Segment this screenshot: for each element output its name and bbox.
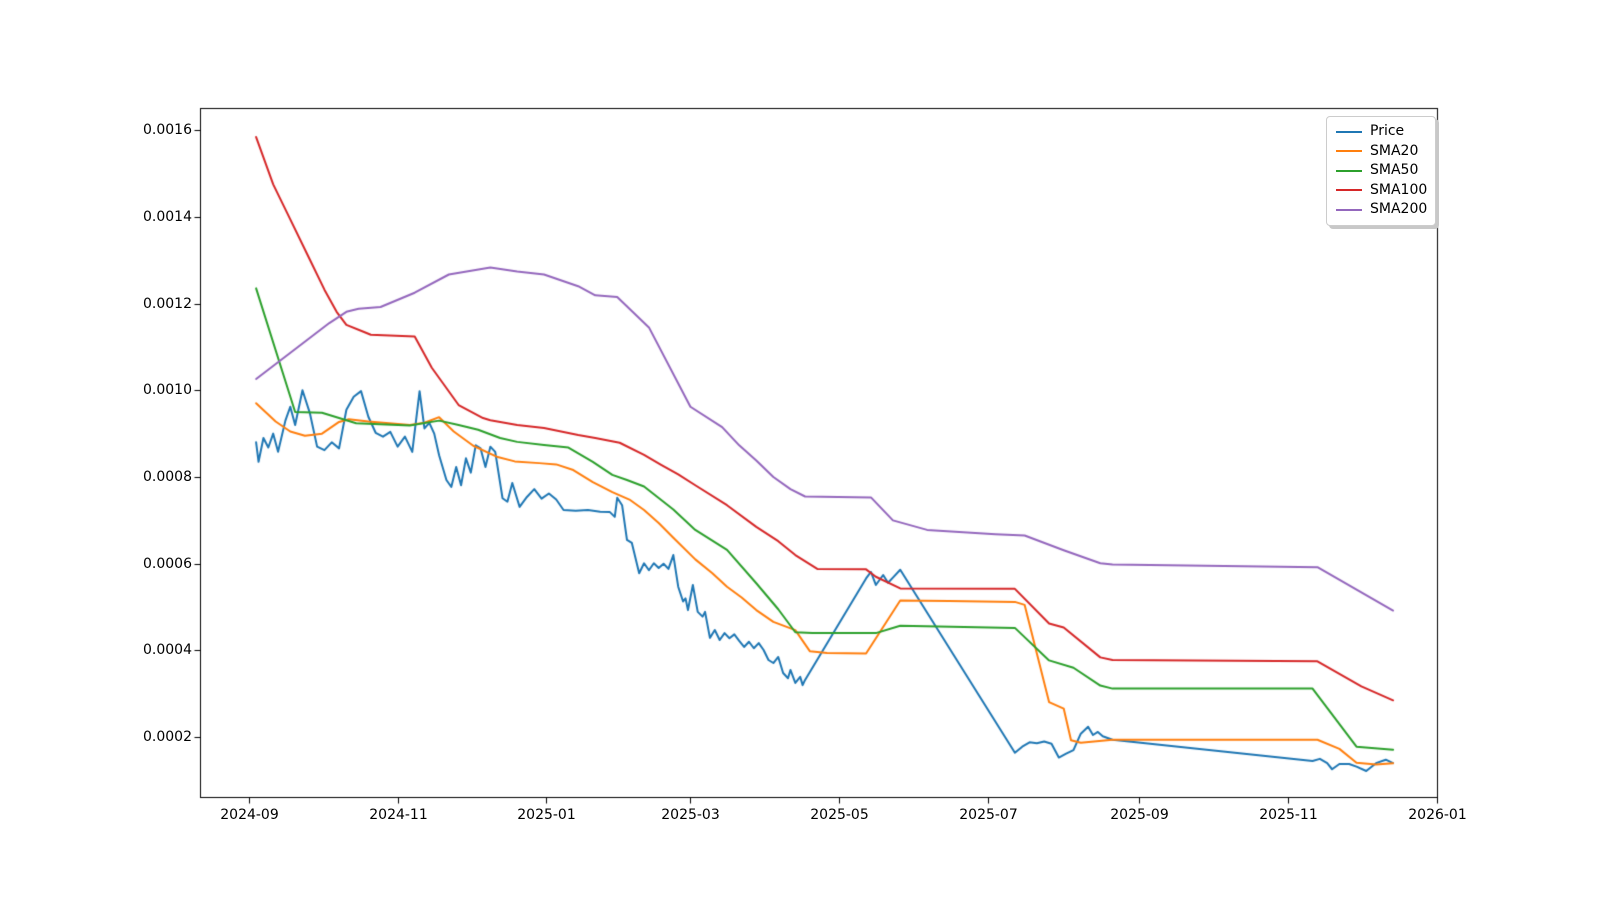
y-tick-label: 0.0002 (143, 728, 192, 745)
legend-label: SMA100 (1370, 181, 1428, 198)
legend-label: SMA20 (1370, 142, 1419, 159)
x-tick-label: 2025-01 (517, 807, 576, 823)
legend-label: SMA50 (1370, 162, 1419, 179)
x-tick-label: 2024-11 (369, 807, 428, 823)
x-tick-label: 2024-09 (220, 807, 279, 823)
y-tick-label: 0.0014 (143, 208, 192, 225)
x-tick-label: 2025-03 (661, 807, 720, 823)
legend-item-sma20: SMA20 (1336, 142, 1426, 162)
y-tick-label: 0.0008 (143, 468, 192, 485)
y-tick-label: 0.0016 (143, 121, 192, 138)
legend-item-sma50: SMA50 (1336, 161, 1426, 181)
x-tick-label: 2025-09 (1110, 807, 1169, 823)
legend-item-price: Price (1336, 122, 1426, 142)
y-tick-label: 0.0006 (143, 555, 192, 572)
legend-item-sma100: SMA100 (1336, 181, 1428, 201)
x-tick-label: 2025-05 (810, 807, 869, 823)
sma100-line-swatch (1336, 189, 1362, 192)
x-tick-label: 2026-01 (1408, 807, 1467, 823)
x-tick-label: 2025-07 (959, 807, 1018, 823)
legend-item-sma200: SMA200 (1336, 200, 1428, 220)
price-line-swatch (1336, 130, 1362, 133)
y-tick-label: 0.0004 (143, 641, 192, 658)
legend-label: Price (1370, 123, 1405, 140)
x-tick-label: 2025-11 (1259, 807, 1318, 823)
sma200-line-swatch (1336, 208, 1362, 211)
sma50-line-swatch (1336, 169, 1362, 172)
legend: Price SMA20 SMA50 SMA100 SMA200 (1326, 116, 1436, 226)
y-tick-label: 0.0010 (143, 381, 192, 398)
y-tick-label: 0.0012 (143, 295, 192, 312)
sma20-line-swatch (1336, 150, 1362, 153)
legend-label: SMA200 (1370, 201, 1428, 218)
